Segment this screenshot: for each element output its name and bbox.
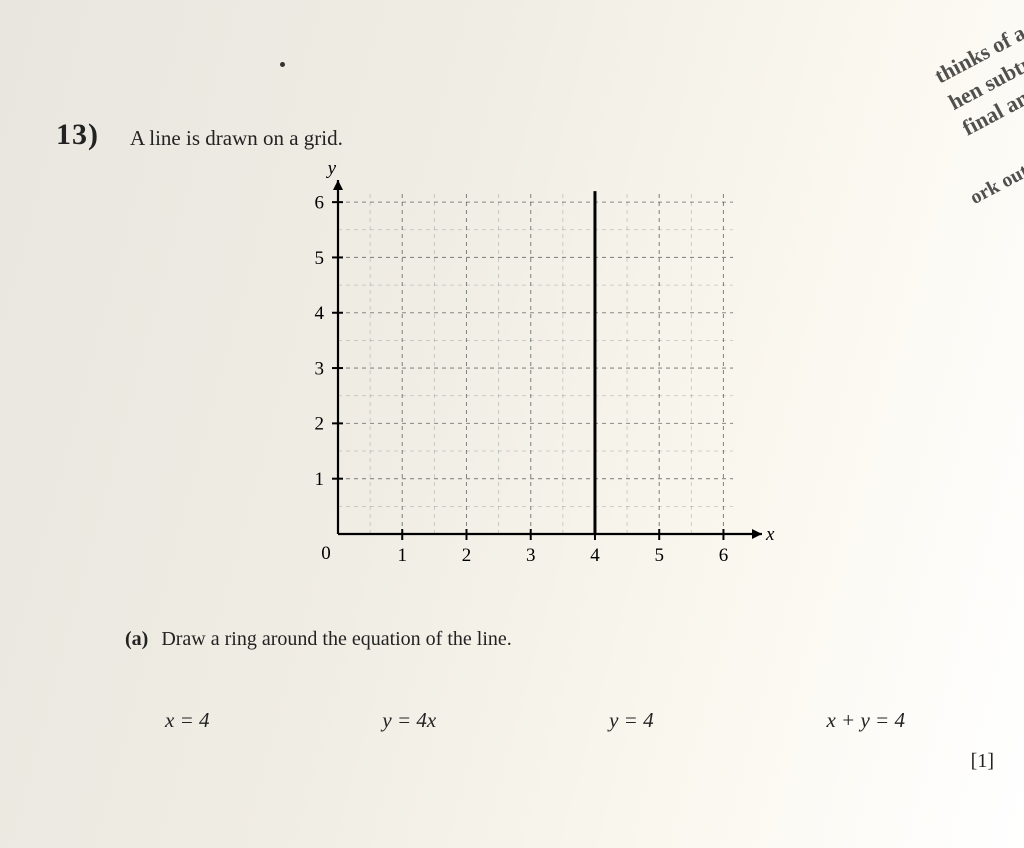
svg-text:0: 0	[321, 543, 331, 564]
svg-text:3: 3	[315, 358, 325, 379]
question-number-value: 13	[56, 118, 88, 151]
marks: [1]	[971, 750, 994, 773]
svg-text:2: 2	[462, 545, 472, 566]
svg-text:3: 3	[526, 545, 536, 566]
stray-mark	[280, 62, 285, 67]
question-number: 13)	[56, 118, 99, 152]
svg-text:6: 6	[315, 192, 325, 213]
question-number-paren: )	[88, 118, 99, 151]
svg-text:y: y	[326, 162, 337, 179]
svg-text:2: 2	[315, 414, 325, 435]
grid-svg: 1 2 3 4 5 6 1 2 3 4 5 6 0 x y	[290, 162, 780, 582]
svg-text:5: 5	[315, 248, 325, 269]
part-a: (a) Draw a ring around the equation of t…	[125, 628, 512, 651]
svg-text:5: 5	[654, 545, 664, 566]
svg-text:x: x	[765, 524, 775, 545]
page-bleed-text-2: ork out	[967, 160, 1024, 210]
svg-text:4: 4	[590, 545, 600, 566]
worksheet-page: 13) A line is drawn on a grid. 1 2 3 4 5 6 1 2 3…	[0, 0, 1024, 848]
svg-text:4: 4	[315, 303, 325, 324]
svg-text:6: 6	[719, 545, 729, 566]
option-4: x + y = 4	[826, 708, 904, 733]
part-a-label: (a)	[125, 628, 148, 650]
part-a-text: Draw a ring around the equation of the l…	[161, 628, 511, 650]
svg-text:1: 1	[315, 469, 325, 490]
option-1: x = 4	[165, 708, 210, 733]
svg-text:1: 1	[397, 545, 407, 566]
question-prompt: A line is drawn on a grid.	[130, 126, 343, 151]
option-3: y = 4	[609, 708, 654, 733]
answer-options: x = 4 y = 4x y = 4 x + y = 4	[165, 708, 905, 733]
option-2: y = 4x	[382, 708, 436, 733]
page-bleed-text: thinks of a n hen subtract final answ	[930, 10, 1024, 144]
grid-chart: 1 2 3 4 5 6 1 2 3 4 5 6 0 x y	[290, 162, 780, 582]
